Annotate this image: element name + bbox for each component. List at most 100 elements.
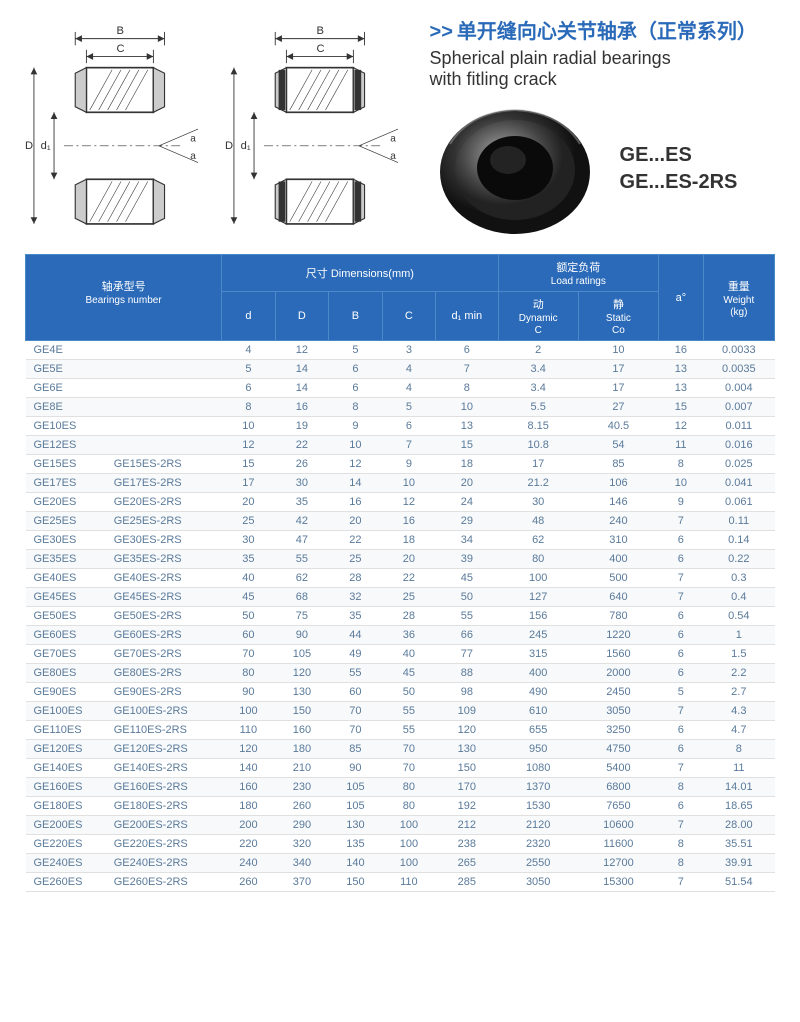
table-cell: 6 — [329, 379, 383, 398]
table-cell: 39 — [436, 550, 498, 569]
table-row: GE140ESGE140ES-2RS1402109070150108054007… — [26, 759, 775, 778]
table-cell: 60 — [222, 626, 276, 645]
table-cell: GE15ES-2RS — [106, 455, 222, 474]
table-cell: 8.15 — [498, 417, 578, 436]
spec-table: 轴承型号 Bearings number 尺寸 Dimensions(mm) 额… — [25, 254, 775, 892]
table-cell: 370 — [275, 873, 329, 892]
table-cell: 6800 — [578, 778, 658, 797]
table-cell: 40 — [222, 569, 276, 588]
table-cell: 180 — [222, 797, 276, 816]
table-cell: 55 — [382, 702, 436, 721]
table-cell: 130 — [436, 740, 498, 759]
table-cell: 2320 — [498, 835, 578, 854]
table-cell: 4 — [382, 379, 436, 398]
table-cell: 8 — [222, 398, 276, 417]
table-cell: 24 — [436, 493, 498, 512]
table-row: GE40ESGE40ES-2RS406228224510050070.3 — [26, 569, 775, 588]
table-cell: 2.7 — [703, 683, 774, 702]
table-cell: 100 — [498, 569, 578, 588]
table-cell — [106, 341, 222, 360]
table-cell: 11600 — [578, 835, 658, 854]
table-cell: 68 — [275, 588, 329, 607]
table-cell: 1.5 — [703, 645, 774, 664]
table-row: GE20ESGE20ES-2RS20351612243014690.061 — [26, 493, 775, 512]
table-cell: 39.91 — [703, 854, 774, 873]
table-cell: 6 — [436, 341, 498, 360]
table-cell: GE120ES — [26, 740, 106, 759]
table-cell: 60 — [329, 683, 383, 702]
table-cell: GE60ES — [26, 626, 106, 645]
table-cell: 8 — [436, 379, 498, 398]
table-cell: GE110ES-2RS — [106, 721, 222, 740]
table-cell: 240 — [222, 854, 276, 873]
table-cell: 212 — [436, 816, 498, 835]
table-row: GE110ESGE110ES-2RS1101607055120655325064… — [26, 721, 775, 740]
table-cell: 27 — [578, 398, 658, 417]
table-cell: 28.00 — [703, 816, 774, 835]
table-cell: 1220 — [578, 626, 658, 645]
th-C: C — [382, 292, 436, 341]
table-cell: 90 — [275, 626, 329, 645]
table-cell: 0.54 — [703, 607, 774, 626]
table-cell: 13 — [659, 379, 704, 398]
table-cell: 10 — [382, 474, 436, 493]
table-cell: 3.4 — [498, 360, 578, 379]
table-cell: 20 — [329, 512, 383, 531]
table-row: GE4E412536210160.0033 — [26, 341, 775, 360]
table-cell: 4.3 — [703, 702, 774, 721]
table-cell: 14 — [275, 379, 329, 398]
table-row: GE180ESGE180ES-2RS1802601058019215307650… — [26, 797, 775, 816]
table-cell: GE240ES-2RS — [106, 854, 222, 873]
table-cell: 127 — [498, 588, 578, 607]
table-cell: 35 — [222, 550, 276, 569]
table-cell: 7 — [659, 588, 704, 607]
table-cell: GE5E — [26, 360, 106, 379]
svg-text:a: a — [390, 134, 396, 145]
table-cell: 490 — [498, 683, 578, 702]
table-row: GE30ESGE30ES-2RS30472218346231060.14 — [26, 531, 775, 550]
table-cell: 0.007 — [703, 398, 774, 417]
table-cell: GE40ES-2RS — [106, 569, 222, 588]
table-row: GE17ESGE17ES-2RS173014102021.2106100.041 — [26, 474, 775, 493]
svg-text:d₁: d₁ — [41, 141, 51, 153]
table-cell: 22 — [382, 569, 436, 588]
table-cell: 16 — [329, 493, 383, 512]
th-angle: a° — [659, 255, 704, 341]
table-cell: 160 — [222, 778, 276, 797]
table-cell: GE4E — [26, 341, 106, 360]
table-cell: 35.51 — [703, 835, 774, 854]
table-cell: GE200ES — [26, 816, 106, 835]
table-cell: 45 — [436, 569, 498, 588]
table-cell: 109 — [436, 702, 498, 721]
table-cell: 8 — [659, 854, 704, 873]
table-cell: 135 — [329, 835, 383, 854]
table-cell: 6 — [659, 797, 704, 816]
table-cell: GE20ES — [26, 493, 106, 512]
table-cell: 6 — [659, 626, 704, 645]
table-cell: GE20ES-2RS — [106, 493, 222, 512]
table-cell: 100 — [382, 854, 436, 873]
table-cell: 32 — [329, 588, 383, 607]
table-cell: 6 — [659, 740, 704, 759]
table-row: GE120ESGE120ES-2RS1201808570130950475068 — [26, 740, 775, 759]
table-cell: 105 — [329, 797, 383, 816]
table-row: GE12ES12221071510.854110.016 — [26, 436, 775, 455]
table-cell: GE220ES — [26, 835, 106, 854]
table-cell: GE45ES — [26, 588, 106, 607]
table-cell: GE220ES-2RS — [106, 835, 222, 854]
table-cell: 9 — [329, 417, 383, 436]
table-cell: 120 — [222, 740, 276, 759]
table-cell: 18 — [382, 531, 436, 550]
table-cell: 18 — [436, 455, 498, 474]
table-cell: 9 — [382, 455, 436, 474]
table-cell: GE110ES — [26, 721, 106, 740]
table-cell: GE160ES — [26, 778, 106, 797]
table-cell: 10 — [222, 417, 276, 436]
table-cell: GE140ES-2RS — [106, 759, 222, 778]
table-row: GE80ESGE80ES-2RS80120554588400200062.2 — [26, 664, 775, 683]
table-cell: 3050 — [578, 702, 658, 721]
table-cell: 55 — [436, 607, 498, 626]
table-cell: 17 — [578, 360, 658, 379]
table-cell: 2120 — [498, 816, 578, 835]
table-cell: 66 — [436, 626, 498, 645]
